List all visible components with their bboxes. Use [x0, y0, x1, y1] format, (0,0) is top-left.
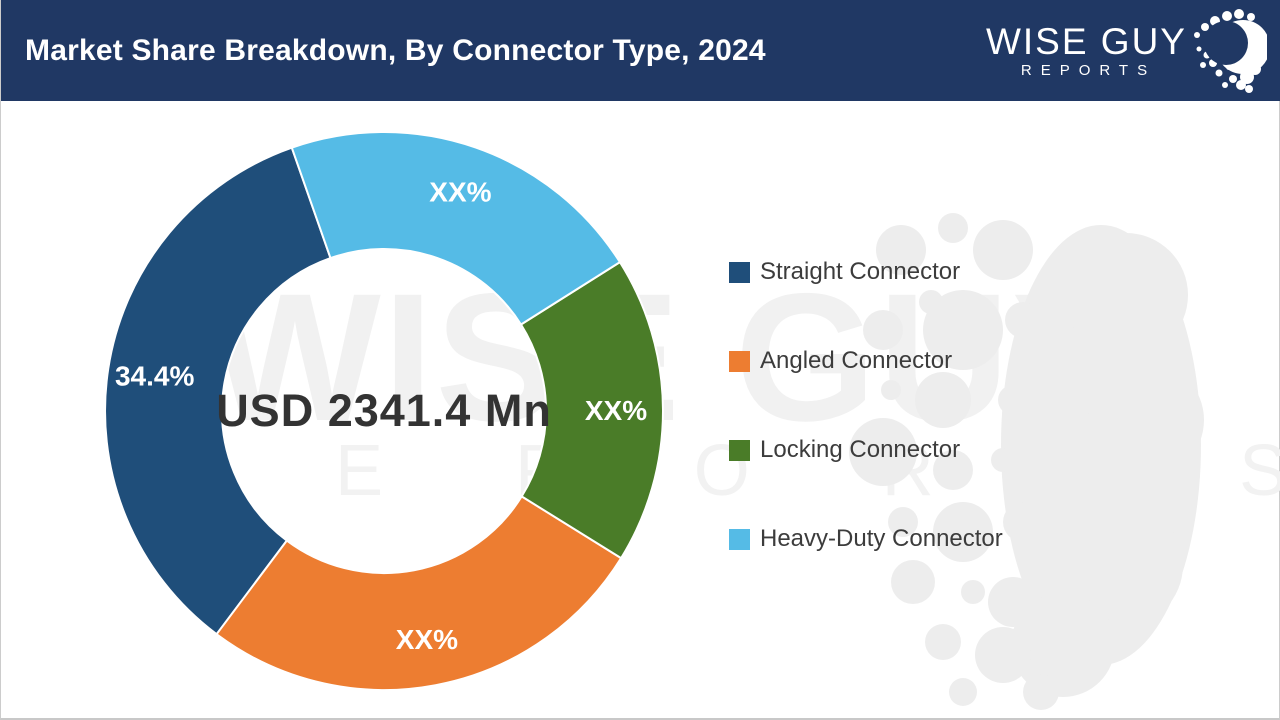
wise-guy-reports-logo: WISE GUY REPORTS — [986, 5, 1267, 97]
legend-item-angled-connector: Angled Connector — [729, 347, 1003, 374]
legend-label: Angled Connector — [760, 347, 953, 374]
pie-segment-angled-connector — [215, 495, 623, 692]
legend-swatch-icon — [729, 350, 750, 372]
page-title: Market Share Breakdown, By Connector Typ… — [25, 33, 766, 67]
pie-segment-locking-connector — [520, 261, 664, 560]
chart-legend: Straight Connector Angled Connector Lockin… — [729, 258, 1003, 552]
legend-swatch-icon — [729, 439, 750, 461]
legend-label: Straight Connector — [760, 258, 961, 285]
logo-line1: WISE GUY — [985, 21, 1187, 62]
legend-item-locking-connector: Locking Connector — [729, 436, 1003, 463]
slice-label-straight-connector: 34.4% — [115, 360, 194, 391]
slice-label-heavy-duty-connector: XX% — [429, 177, 491, 208]
legend-item-straight-connector: Straight Connector — [729, 258, 1003, 285]
slice-label-locking-connector: XX% — [585, 395, 647, 426]
pie-segment-straight-connector — [104, 146, 332, 636]
legend-swatch-icon — [729, 261, 750, 283]
logo-wordmark: WISE GUY REPORTS — [986, 23, 1187, 78]
legend-label: Locking Connector — [760, 436, 961, 463]
legend-swatch-icon — [729, 528, 750, 550]
logo-face-icon — [1194, 8, 1267, 93]
header-bar: Market Share Breakdown, By Connector Typ… — [1, 0, 1280, 101]
chart-center-value: USD 2341.4 Mn — [216, 385, 552, 436]
legend-label: Heavy-Duty Connector — [760, 525, 1003, 552]
legend-item-heavy-duty-connector: Heavy-Duty Connector — [729, 525, 1003, 552]
pie-segment-heavy-duty-connector — [290, 131, 621, 326]
slice-label-angled-connector: XX% — [396, 624, 458, 655]
logo-line2: REPORTS — [1020, 62, 1157, 79]
